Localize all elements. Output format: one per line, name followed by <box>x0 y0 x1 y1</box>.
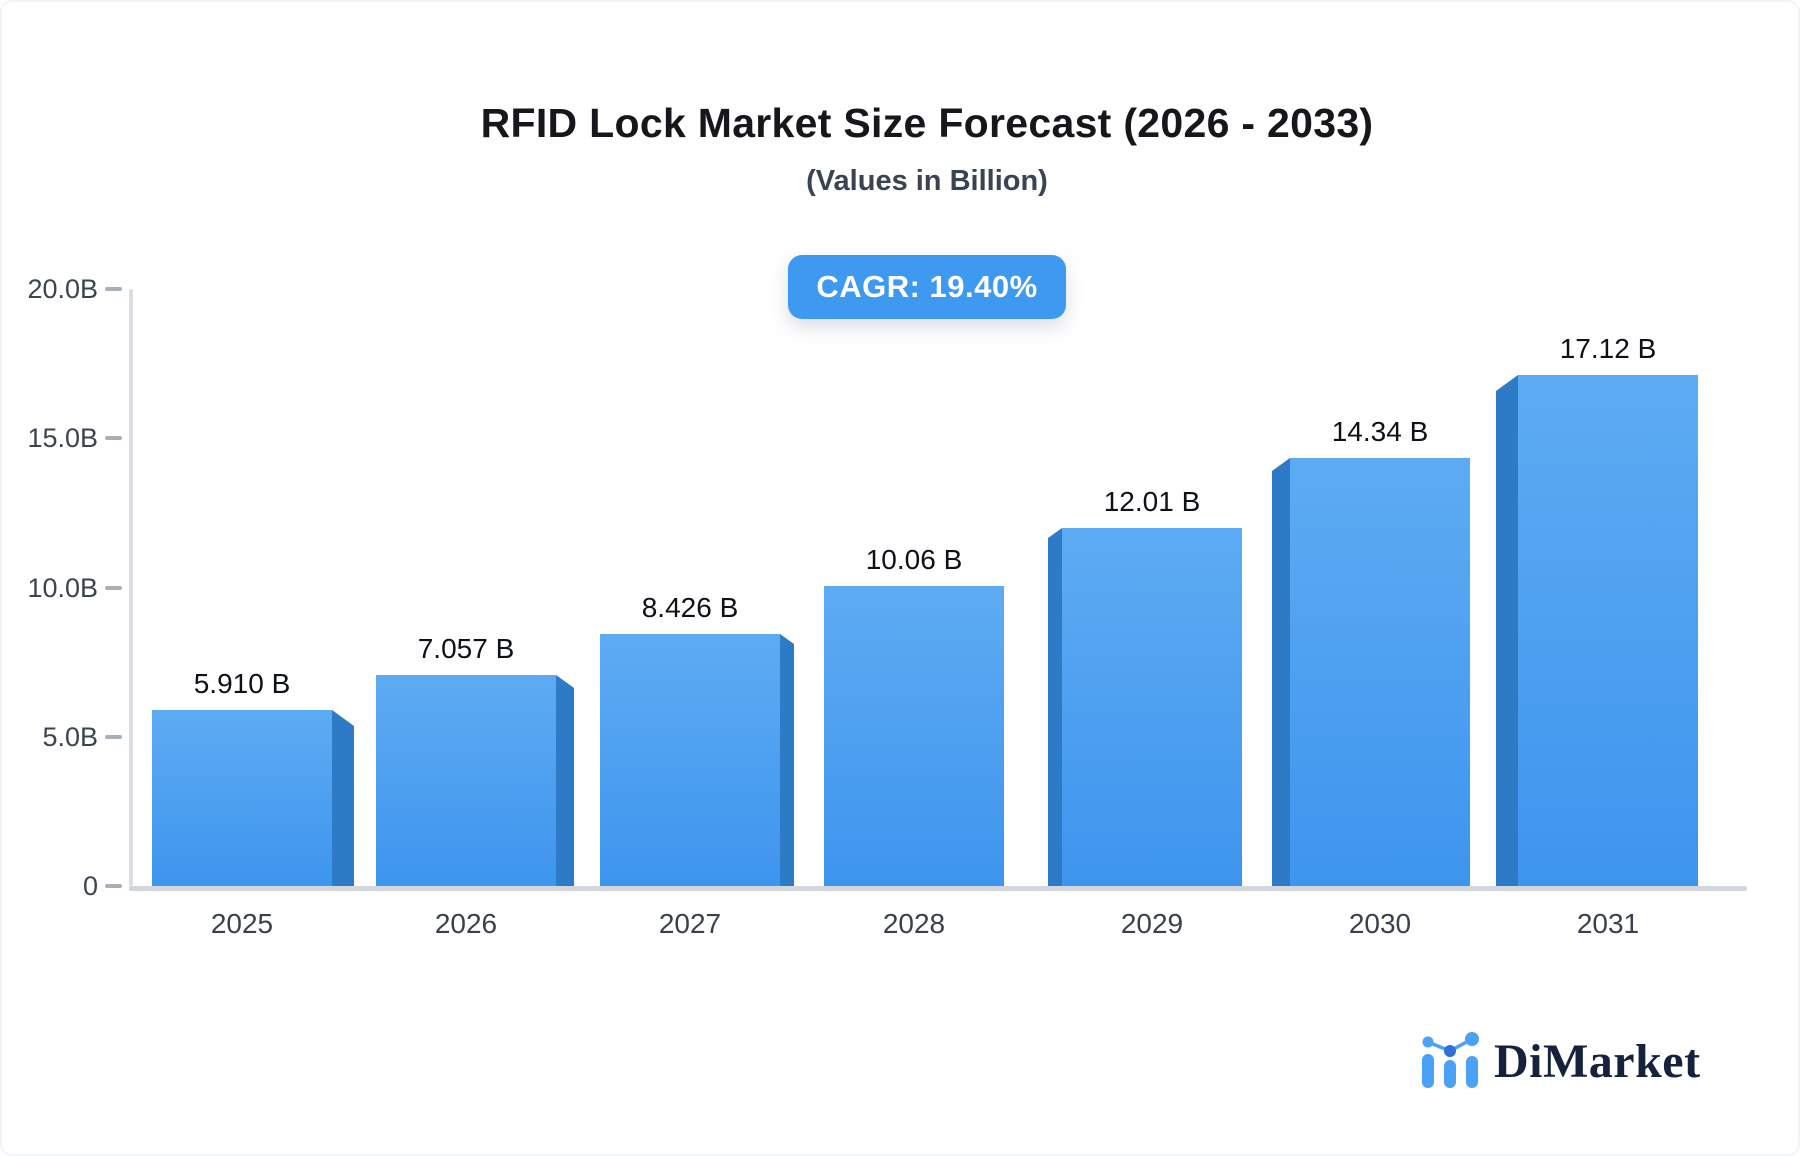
bar-side-face <box>1048 528 1062 886</box>
bar-value-label: 17.12 B <box>1559 333 1657 364</box>
bar-side-face <box>1496 375 1518 886</box>
bar-value-label: 5.910 B <box>193 668 291 699</box>
x-axis-line <box>129 886 1747 891</box>
x-axis-label: 2027 <box>658 908 722 939</box>
bar-front-face <box>1290 458 1470 886</box>
bar-front-face <box>824 586 1004 886</box>
bar-2028: 10.06 B <box>824 544 1004 886</box>
x-axis-label: 2025 <box>210 908 274 939</box>
bar-value-label: 14.34 B <box>1331 416 1429 447</box>
y-axis-line <box>129 289 133 886</box>
bar-front-face <box>152 710 332 886</box>
y-tick-label: 15.0B <box>27 423 98 454</box>
y-tick-label: 20.0B <box>27 274 98 304</box>
bar-2029: 12.01 B <box>1048 486 1242 886</box>
bar-2030: 14.34 B <box>1272 416 1470 886</box>
y-tick-mark <box>105 436 122 441</box>
x-axis-label: 2029 <box>1120 908 1184 939</box>
dimarket-logo: DiMarket <box>1420 1032 1701 1090</box>
x-axis-label: 2026 <box>434 908 498 939</box>
bar-2025: 5.910 B <box>152 668 354 886</box>
bar-front-face <box>1062 528 1242 886</box>
y-tick-mark <box>105 585 122 590</box>
bar-value-label: 8.426 B <box>641 592 739 623</box>
bar-2026: 7.057 B <box>376 633 574 886</box>
cagr-badge-wrap: CAGR: 19.40% <box>62 255 1792 319</box>
bar-side-face <box>1272 458 1290 886</box>
cagr-badge: CAGR: 19.40% <box>788 255 1066 319</box>
x-axis-label: 2031 <box>1576 908 1640 939</box>
x-axis-label: 2028 <box>882 908 946 939</box>
bar-side-face <box>780 634 794 886</box>
bar-2031: 17.12 B <box>1496 333 1698 886</box>
bar-value-label: 7.057 B <box>417 633 515 664</box>
bar-2027: 8.426 B <box>600 592 794 886</box>
y-tick-label: 5.0B <box>42 721 98 752</box>
y-tick-mark <box>105 287 122 291</box>
bar-side-face <box>556 675 574 886</box>
page-title: RFID Lock Market Size Forecast (2026 - 2… <box>480 100 1374 146</box>
page-subtitle: (Values in Billion) <box>806 165 1048 197</box>
bar-value-label: 12.01 B <box>1103 486 1201 517</box>
y-tick-label: 10.0B <box>27 572 98 603</box>
bar-value-label: 10.06 B <box>865 544 963 575</box>
bar-front-face <box>1518 375 1698 886</box>
y-tick-label: 0 <box>82 871 98 901</box>
bar-front-face <box>600 634 780 886</box>
y-tick-mark <box>105 884 122 888</box>
bar-side-face <box>332 710 354 886</box>
bar-chart-logo-icon <box>1422 1032 1479 1088</box>
bar-front-face <box>376 675 556 886</box>
logo-text: DiMarket <box>1494 1034 1701 1088</box>
y-tick-mark <box>105 734 122 739</box>
x-axis-label: 2030 <box>1348 908 1412 939</box>
